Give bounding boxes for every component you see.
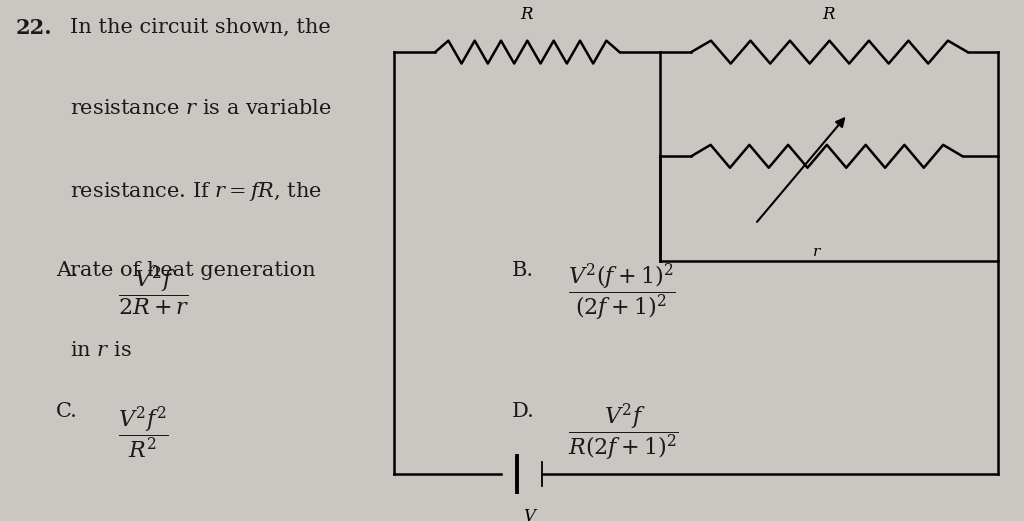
Text: resistance. If $r = fR$, the: resistance. If $r = fR$, the — [70, 180, 322, 203]
Text: $R$: $R$ — [822, 6, 837, 23]
Text: D.: D. — [512, 402, 535, 421]
Text: rate of heat generation: rate of heat generation — [70, 260, 315, 279]
Text: $V$: $V$ — [522, 508, 538, 521]
Text: C.: C. — [56, 402, 78, 421]
Text: $\dfrac{V^2 f}{2R+r}$: $\dfrac{V^2 f}{2R+r}$ — [118, 265, 189, 318]
Text: in $r$ is: in $r$ is — [70, 341, 131, 360]
Text: $r$: $r$ — [812, 245, 821, 259]
Text: 22.: 22. — [15, 18, 52, 38]
Text: $\dfrac{V^2 f^2}{R^2}$: $\dfrac{V^2 f^2}{R^2}$ — [118, 404, 168, 461]
Text: In the circuit shown, the: In the circuit shown, the — [70, 18, 331, 37]
Text: A.: A. — [56, 262, 78, 280]
Text: $R$: $R$ — [520, 6, 535, 23]
Text: $\dfrac{V^2 f}{R(2f+1)^2}$: $\dfrac{V^2 f}{R(2f+1)^2}$ — [568, 402, 679, 463]
Text: $\dfrac{V^2(f+1)^2}{(2f+1)^2}$: $\dfrac{V^2(f+1)^2}{(2f+1)^2}$ — [568, 261, 676, 322]
Text: B.: B. — [512, 262, 535, 280]
Text: resistance $r$ is a variable: resistance $r$ is a variable — [70, 99, 332, 118]
